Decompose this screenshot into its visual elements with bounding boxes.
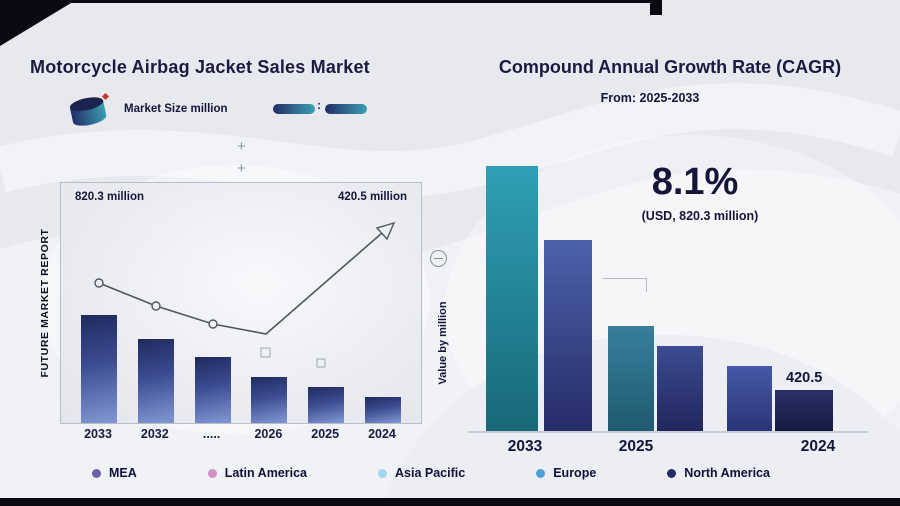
cagr-value: 8.1%: [651, 161, 739, 203]
market-size-bars: [81, 183, 401, 423]
legend-label: Asia Pacific: [395, 466, 466, 480]
cagr-detail: (USD, 820.3 million): [641, 209, 759, 223]
market-size-chart: 820.3 million 420.5 million: [60, 182, 422, 424]
region-legend: MEA Latin America Asia Pacific Europe North …: [92, 466, 770, 480]
bottom-edge-bar: [0, 498, 900, 506]
cagr-title: Compound Annual Growth Rate (CAGR): [498, 57, 842, 77]
market-title: Motorcycle Airbag Jacket Sales Market: [30, 57, 370, 77]
market-size-bar: [364, 397, 401, 423]
trend-line-arrow: [94, 221, 396, 368]
cagr-bar: [657, 346, 703, 432]
x-axis-label: 2025: [311, 427, 340, 441]
chart-annotations: 820.3 million 420.5 million: [75, 191, 407, 203]
cagr-x-label: 2025: [618, 438, 654, 455]
legend-item: Europe: [536, 466, 596, 480]
legend-dot: [207, 468, 217, 478]
cagr-bar: [608, 326, 654, 432]
legend-dot: [536, 468, 546, 478]
cagr-x-label: 2024: [800, 438, 836, 455]
x-axis-label: 2024: [368, 427, 396, 441]
database-icon: [69, 97, 107, 126]
legend-label: Latin America: [224, 466, 307, 480]
x-axis-label: .....: [202, 427, 221, 441]
gradient-pill-left: [273, 104, 315, 114]
future-market-report-label: FUTURE MARKET REPORT: [39, 228, 51, 378]
legend-dot: [667, 468, 677, 478]
legend-label: MEA: [109, 466, 137, 480]
top-edge-bar: [0, 0, 658, 3]
cagr-bar: [727, 366, 772, 432]
bracket-decoration: [602, 278, 647, 292]
cagr-x-label: 2033: [507, 438, 543, 455]
plus-decoration: +: [237, 138, 246, 155]
legend-item: Latin America: [207, 466, 307, 480]
annotation-820-million: 820.3 million: [75, 191, 145, 203]
market-size-bar: [251, 377, 288, 423]
cagr-bar: [486, 166, 538, 432]
market-size-bar: [308, 387, 345, 423]
annotation-420-5: 420.5: [786, 370, 823, 386]
plus-decoration: +: [237, 160, 246, 177]
market-size-legend-label: Market Size million: [124, 103, 228, 115]
x-axis-label: 2032: [140, 427, 169, 441]
top-edge-notch: [650, 0, 662, 15]
annotation-420-million: 420.5 million: [337, 191, 407, 203]
gradient-pill-right: [325, 104, 367, 114]
cagr-bar: [775, 390, 833, 432]
cagr-axis-line: [468, 431, 868, 433]
x-axis-label: 2026: [254, 427, 283, 441]
legend-item: MEA: [92, 466, 137, 480]
corner-decoration-top-left: [0, 0, 76, 46]
legend-item: Asia Pacific: [378, 466, 465, 480]
market-size-x-axis: 2033 2032..... 2026 2025 2024: [60, 427, 420, 441]
legend-label: North America: [684, 466, 770, 480]
cagr-bar: [544, 240, 592, 432]
legend-dot: [378, 468, 388, 478]
circle-minus-icon: [430, 250, 447, 267]
market-size-bar: [137, 339, 174, 423]
market-size-legend: Market Size million :: [64, 92, 384, 128]
x-axis-label: 2033: [84, 427, 112, 441]
market-size-bar: [194, 357, 231, 423]
market-size-bar: [81, 315, 117, 423]
legend-dot: [92, 468, 101, 478]
cagr-subtitle: From: 2025-2033: [600, 91, 700, 105]
legend-label: Europe: [553, 466, 597, 480]
legend-item: North America: [667, 466, 770, 480]
pill-colon: :: [317, 98, 321, 112]
value-by-million-label: Value by million: [437, 301, 449, 385]
